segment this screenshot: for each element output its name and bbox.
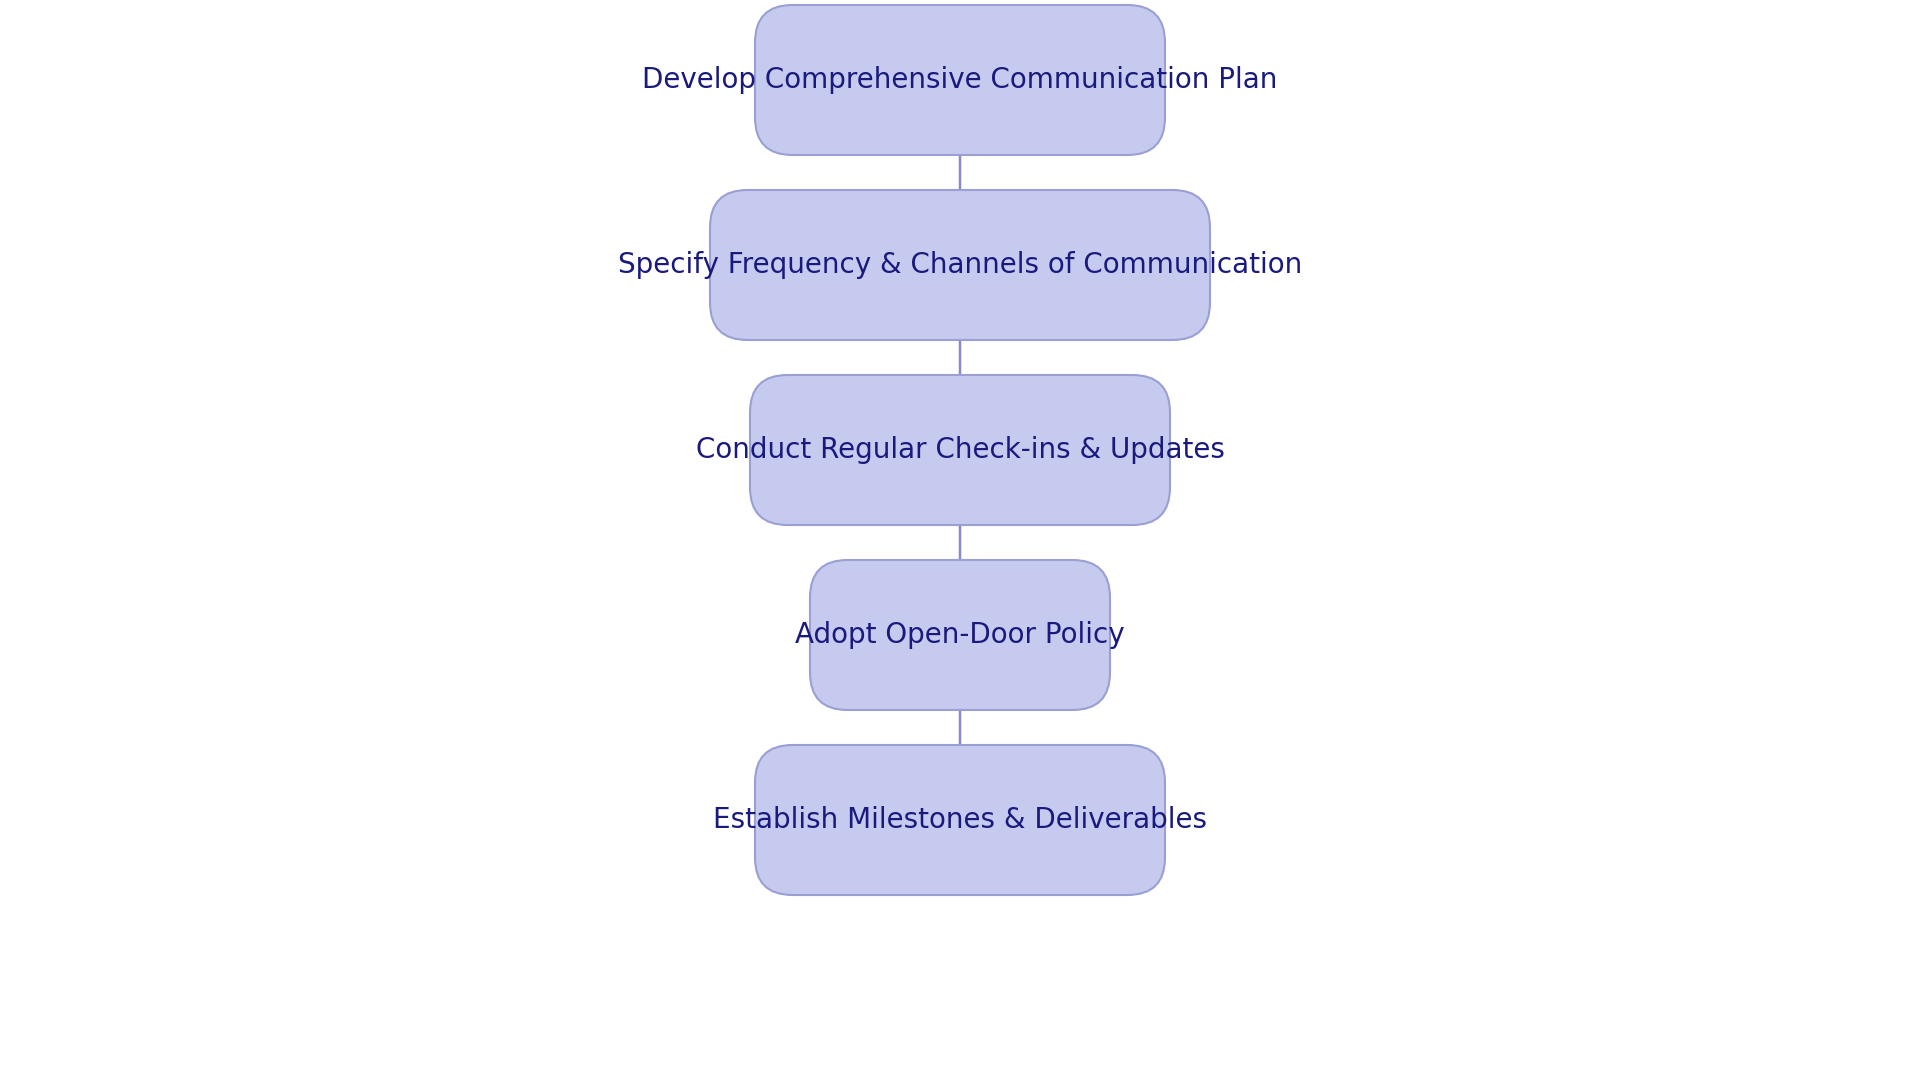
Text: Establish Milestones & Deliverables: Establish Milestones & Deliverables [712, 806, 1208, 834]
Text: Develop Comprehensive Communication Plan: Develop Comprehensive Communication Plan [643, 66, 1277, 94]
FancyBboxPatch shape [710, 190, 1210, 340]
FancyBboxPatch shape [751, 375, 1169, 525]
FancyBboxPatch shape [810, 560, 1110, 710]
FancyBboxPatch shape [755, 745, 1165, 895]
Text: Conduct Regular Check-ins & Updates: Conduct Regular Check-ins & Updates [695, 436, 1225, 464]
FancyBboxPatch shape [755, 5, 1165, 155]
Text: Specify Frequency & Channels of Communication: Specify Frequency & Channels of Communic… [618, 251, 1302, 279]
Text: Adopt Open-Door Policy: Adopt Open-Door Policy [795, 621, 1125, 649]
